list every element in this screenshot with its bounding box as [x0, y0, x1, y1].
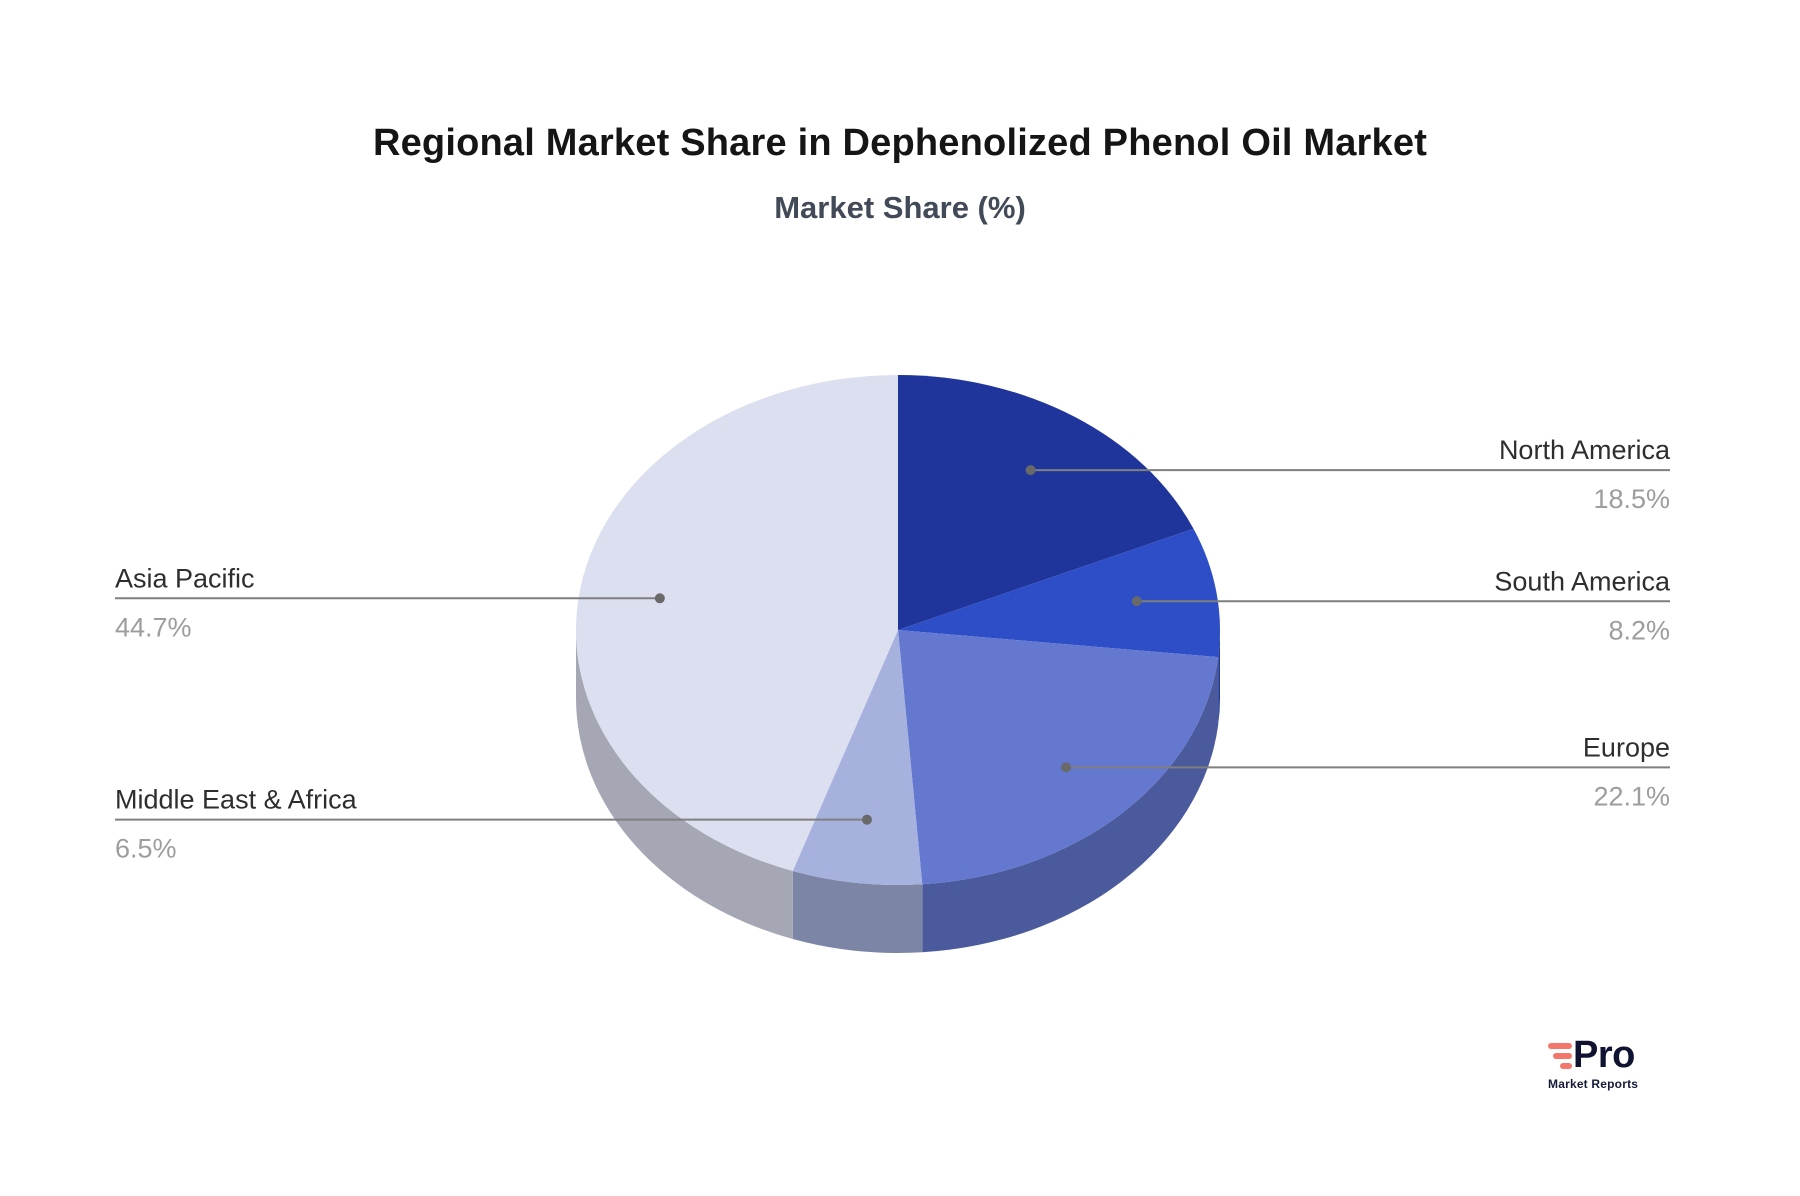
leader-dot-middle-east-africa — [861, 814, 872, 825]
slice-pct-south-america: 8.2% — [1608, 615, 1670, 645]
slice-pct-europe: 22.1% — [1593, 781, 1670, 811]
chart-title: Regional Market Share in Dephenolized Ph… — [372, 122, 1428, 164]
logo-row: Pro — [1548, 1036, 1635, 1074]
logo: Pro Market Reports — [1548, 1036, 1638, 1091]
pie-slice-side-asia-pacific — [576, 630, 793, 939]
pie-slice-asia-pacific — [575, 375, 898, 871]
slice-label-south-america: South America — [1494, 566, 1671, 596]
pie-slice-south-america — [898, 528, 1220, 658]
pie-slice-north-america — [898, 375, 1194, 630]
slice-pct-middle-east-africa: 6.5% — [115, 834, 177, 864]
logo-bars-icon — [1548, 1043, 1572, 1069]
slice-label-asia-pacific: Asia Pacific — [115, 563, 255, 593]
slice-label-north-america: North America — [1499, 435, 1671, 465]
pie-slice-side-south-america — [1218, 630, 1220, 726]
slice-pct-north-america: 18.5% — [1593, 484, 1670, 514]
leader-dot-asia-pacific — [654, 593, 665, 604]
logo-text: Pro — [1573, 1034, 1635, 1076]
logo-bar — [1553, 1053, 1572, 1059]
slice-label-middle-east-africa: Middle East & Africa — [115, 785, 358, 815]
pie-slice-middle-east-africa — [792, 630, 923, 886]
slice-pct-asia-pacific: 44.7% — [115, 612, 192, 642]
logo-subtext: Market Reports — [1548, 1077, 1639, 1091]
leader-dot-europe — [1061, 762, 1072, 773]
chart-subtitle: Market Share (%) — [774, 190, 1026, 225]
pie-slice-europe — [898, 630, 1219, 885]
pie-slice-side-europe — [922, 657, 1219, 953]
logo-bar — [1560, 1063, 1572, 1069]
pie-slice-side-middle-east-africa — [792, 870, 923, 953]
slice-label-europe: Europe — [1583, 732, 1670, 762]
leader-dot-south-america — [1131, 596, 1142, 607]
logo-bar — [1548, 1043, 1572, 1049]
leader-dot-north-america — [1025, 465, 1036, 476]
